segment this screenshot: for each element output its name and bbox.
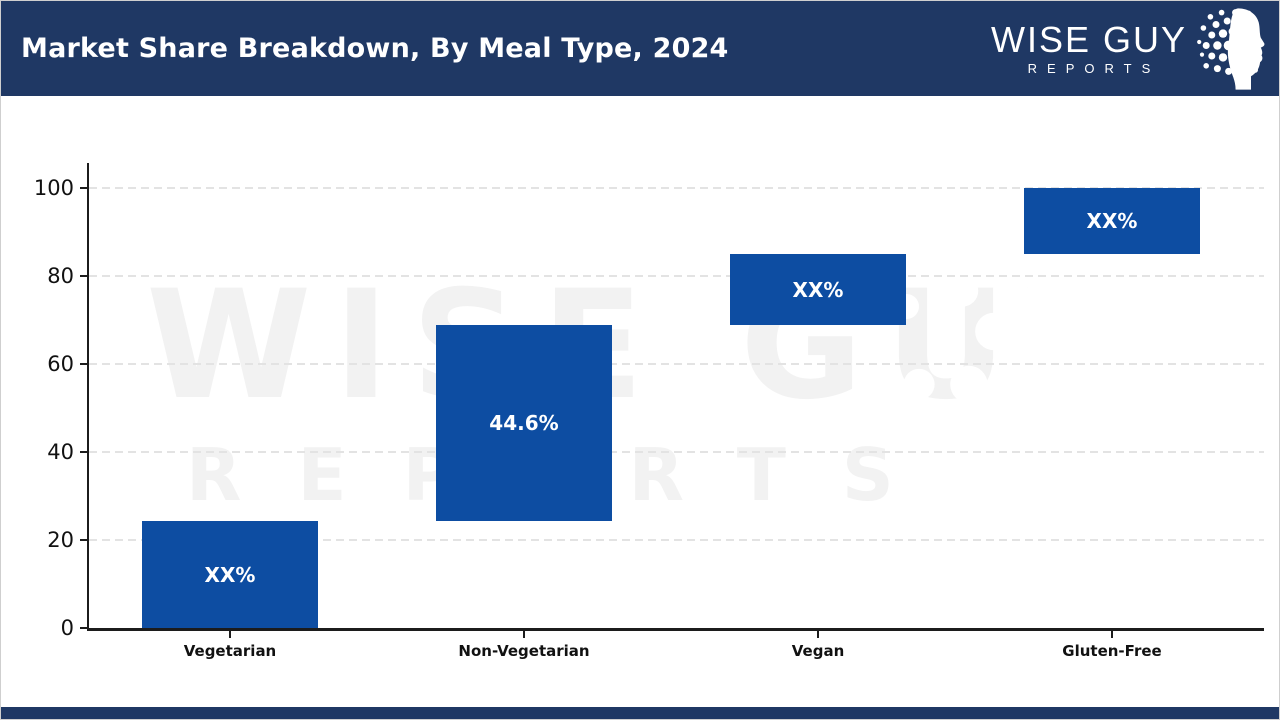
x-axis-tick [229,631,231,638]
wise-guy-logo: WISE GUY REPORTS [991,7,1265,91]
x-axis-tick [1111,631,1113,638]
x-axis-category-label: Vegetarian [183,642,277,660]
bar-value-label: XX% [1086,209,1138,234]
logo-subtext: REPORTS [1027,61,1161,76]
y-axis-tick-label: 0 [60,616,74,640]
x-axis-line [87,628,1264,631]
y-axis-tick-label: 100 [33,176,74,200]
y-axis-tick [80,363,89,365]
y-axis-tick [80,627,89,629]
y-axis-line [87,163,89,631]
y-axis-tick-label: 80 [47,264,74,288]
bar-value-label: XX% [792,277,844,302]
x-axis-category-label: Non-Vegetarian [458,642,590,660]
y-axis-tick-label: 60 [47,352,74,376]
x-axis-category-label: Vegan [791,642,845,660]
logo-face-icon [1197,7,1265,90]
bar-value-label: XX% [204,562,256,587]
gridline [89,451,1264,453]
bar-vegan: XX% [730,254,906,325]
footer-bar [1,707,1279,719]
bar-non-vegetarian: 44.6% [436,324,612,522]
x-axis-category-label: Gluten-Free [1062,642,1162,660]
bar-gluten-free: XX% [1024,188,1200,255]
y-axis-tick-label: 20 [47,528,74,552]
y-axis-tick [80,539,89,541]
logo-text: WISE GUY REPORTS [990,19,1187,77]
y-axis-tick [80,451,89,453]
y-axis-tick [80,187,89,189]
y-axis-tick-label: 40 [47,440,74,464]
bar-vegetarian: XX% [142,521,318,628]
header: Market Share Breakdown, By Meal Type, 20… [1,1,1279,96]
gridline [89,275,1264,277]
y-axis-tick [80,275,89,277]
gridline [89,363,1264,365]
x-axis-tick [817,631,819,638]
logo-wordmark: WISE GUY [990,19,1187,60]
page-title: Market Share Breakdown, By Meal Type, 20… [21,33,729,64]
gridline [89,539,1264,541]
bar-value-label: 44.6% [489,410,559,435]
x-axis-tick [523,631,525,638]
gridline [89,187,1264,189]
